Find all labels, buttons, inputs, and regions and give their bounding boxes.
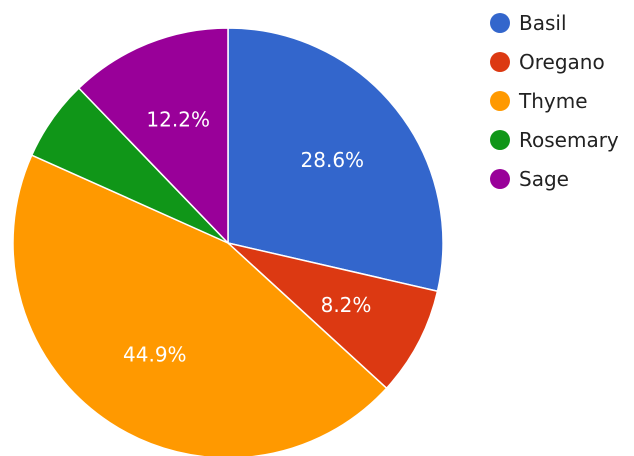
legend-swatch-basil	[490, 13, 510, 33]
slice-label-basil: 28.6%	[301, 148, 365, 172]
pie-slice-basil	[227, 27, 444, 293]
legend-swatch-thyme	[490, 91, 510, 111]
legend-label-sage: Sage	[519, 167, 569, 191]
pie-slice-sage	[77, 27, 229, 245]
legend-label-thyme: Thyme	[518, 89, 588, 113]
slice-label-sage: 12.2%	[146, 107, 210, 131]
legend-swatch-oregano	[490, 52, 510, 72]
legend-swatch-rosemary	[490, 130, 510, 150]
legend: Basil Oregano Thyme Rosemary Sage	[490, 11, 619, 191]
pie-slice-oregano	[225, 241, 439, 390]
pie-slices	[12, 27, 444, 456]
slice-labels: 28.6% 8.2% 44.9% 12.2%	[123, 107, 371, 366]
legend-label-oregano: Oregano	[519, 50, 605, 74]
legend-swatch-sage	[490, 169, 510, 189]
legend-label-basil: Basil	[519, 11, 567, 35]
legend-label-rosemary: Rosemary	[519, 128, 619, 152]
pie-slice-thyme	[12, 154, 388, 456]
slice-label-thyme: 44.9%	[123, 342, 187, 366]
slice-label-oregano: 8.2%	[321, 293, 372, 317]
